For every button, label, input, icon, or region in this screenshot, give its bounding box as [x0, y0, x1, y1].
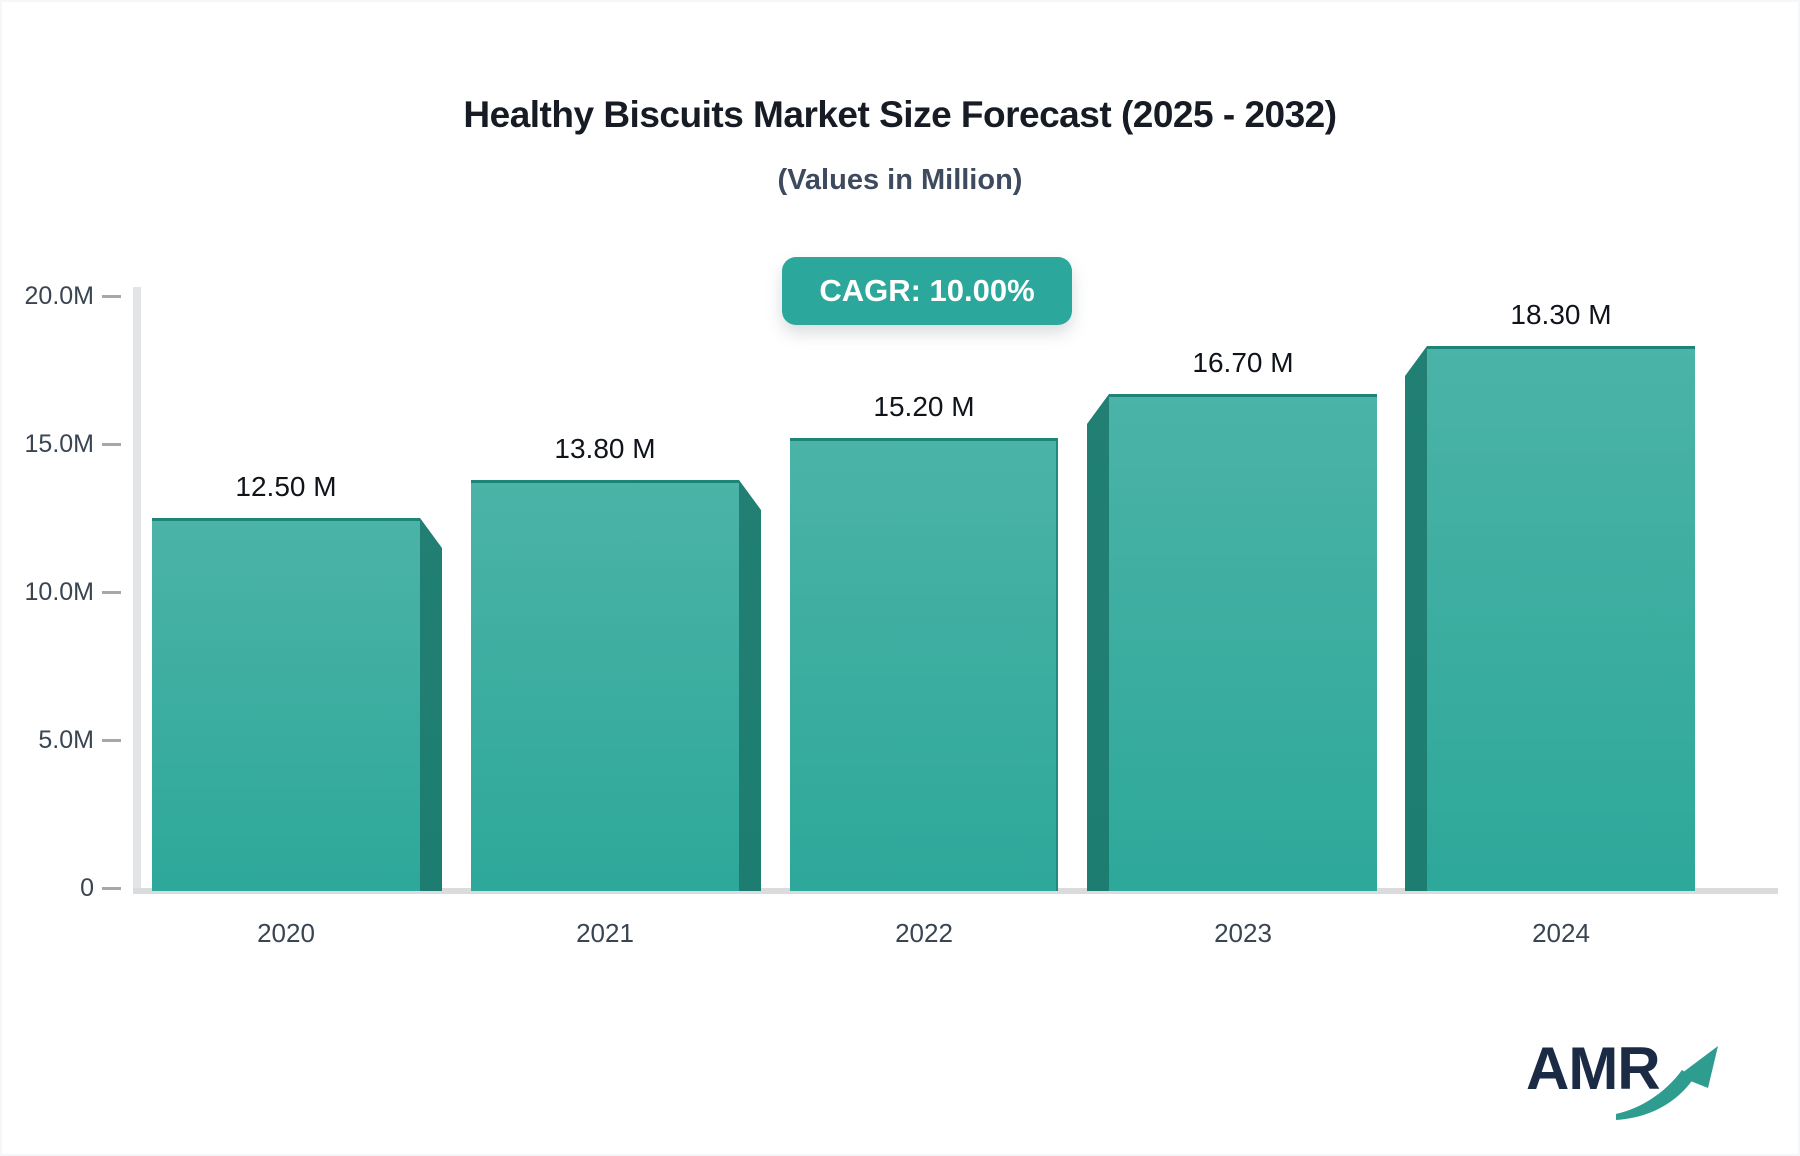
y-tick-label: 5.0M	[38, 726, 94, 754]
x-axis-label-2023: 2023	[1214, 918, 1272, 948]
bar-2023[interactable]	[1109, 394, 1377, 891]
growth-arrow-icon	[1616, 1046, 1718, 1120]
bar-side-face	[1087, 394, 1109, 891]
y-tick-mark	[102, 295, 121, 298]
y-tick-mark	[102, 443, 121, 446]
y-tick-label: 10.0M	[24, 578, 94, 606]
bar-side-face	[1405, 346, 1427, 891]
bar-2021[interactable]	[471, 480, 739, 891]
bar-2024[interactable]	[1427, 346, 1695, 891]
bar-value-label: 12.50 M	[235, 471, 337, 502]
y-tick-label: 20.0M	[24, 282, 94, 310]
amr-logo-text: AMR	[1526, 1035, 1661, 1102]
bar-2020[interactable]	[152, 518, 420, 891]
y-axis-line	[133, 287, 141, 894]
chart-subtitle: (Values in Million)	[777, 164, 1023, 196]
bar-value-label: 15.20 M	[873, 391, 975, 422]
x-axis-label-2022: 2022	[895, 918, 953, 948]
bar-2022[interactable]	[790, 438, 1058, 891]
y-tick-mark	[102, 739, 121, 742]
y-tick-mark	[102, 591, 121, 594]
x-axis-label-2024: 2024	[1532, 918, 1590, 948]
cagr-badge: CAGR: 10.00%	[782, 257, 1072, 325]
chart-title: Healthy Biscuits Market Size Forecast (2…	[463, 94, 1337, 135]
y-tick-label: 0	[80, 874, 94, 902]
bar-value-label: 16.70 M	[1192, 347, 1294, 378]
y-tick-label: 15.0M	[24, 430, 94, 458]
bar-side-face	[739, 480, 761, 891]
bar-side-face	[420, 518, 442, 891]
x-axis-label-2020: 2020	[257, 918, 315, 948]
bar-value-label: 13.80 M	[554, 433, 656, 464]
bar-value-label: 18.30 M	[1510, 299, 1612, 330]
y-tick-mark	[102, 887, 121, 890]
x-axis-line	[133, 888, 1778, 894]
x-axis-label-2021: 2021	[576, 918, 634, 948]
amr-logo: AMR	[1526, 1026, 1726, 1126]
